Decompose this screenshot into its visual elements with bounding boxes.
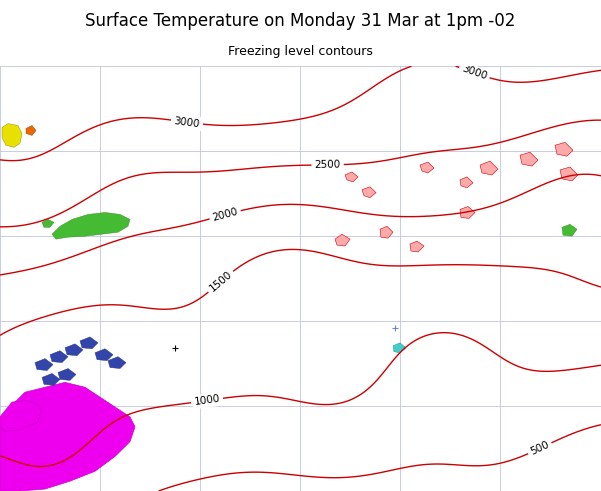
- Text: 3000: 3000: [460, 64, 489, 82]
- Polygon shape: [562, 224, 577, 236]
- Polygon shape: [380, 226, 393, 238]
- Polygon shape: [52, 213, 130, 239]
- Polygon shape: [460, 177, 473, 188]
- Polygon shape: [42, 219, 54, 227]
- Polygon shape: [2, 124, 22, 147]
- Text: 1500: 1500: [207, 269, 234, 294]
- Polygon shape: [108, 356, 126, 369]
- Polygon shape: [555, 142, 573, 156]
- Polygon shape: [345, 172, 358, 182]
- Polygon shape: [335, 234, 350, 246]
- Polygon shape: [42, 374, 60, 385]
- Polygon shape: [520, 152, 538, 166]
- Polygon shape: [95, 349, 113, 360]
- Text: 3000: 3000: [173, 115, 201, 129]
- Polygon shape: [362, 187, 376, 198]
- Polygon shape: [65, 344, 83, 355]
- Text: 1000: 1000: [194, 394, 221, 407]
- Polygon shape: [480, 161, 498, 175]
- Polygon shape: [420, 162, 434, 173]
- Polygon shape: [393, 343, 406, 353]
- Polygon shape: [50, 351, 68, 362]
- Polygon shape: [0, 382, 135, 491]
- Text: Freezing level contours: Freezing level contours: [228, 45, 373, 58]
- Text: 500: 500: [529, 439, 551, 457]
- Polygon shape: [0, 400, 42, 432]
- Polygon shape: [410, 241, 424, 252]
- Polygon shape: [80, 337, 98, 349]
- Text: Surface Temperature on Monday 31 Mar at 1pm -02: Surface Temperature on Monday 31 Mar at …: [85, 12, 516, 30]
- Polygon shape: [35, 358, 53, 371]
- Polygon shape: [560, 167, 578, 181]
- Polygon shape: [460, 207, 475, 218]
- Text: 2500: 2500: [314, 160, 341, 170]
- Polygon shape: [26, 126, 36, 136]
- Text: 2000: 2000: [211, 206, 239, 223]
- Polygon shape: [58, 369, 76, 381]
